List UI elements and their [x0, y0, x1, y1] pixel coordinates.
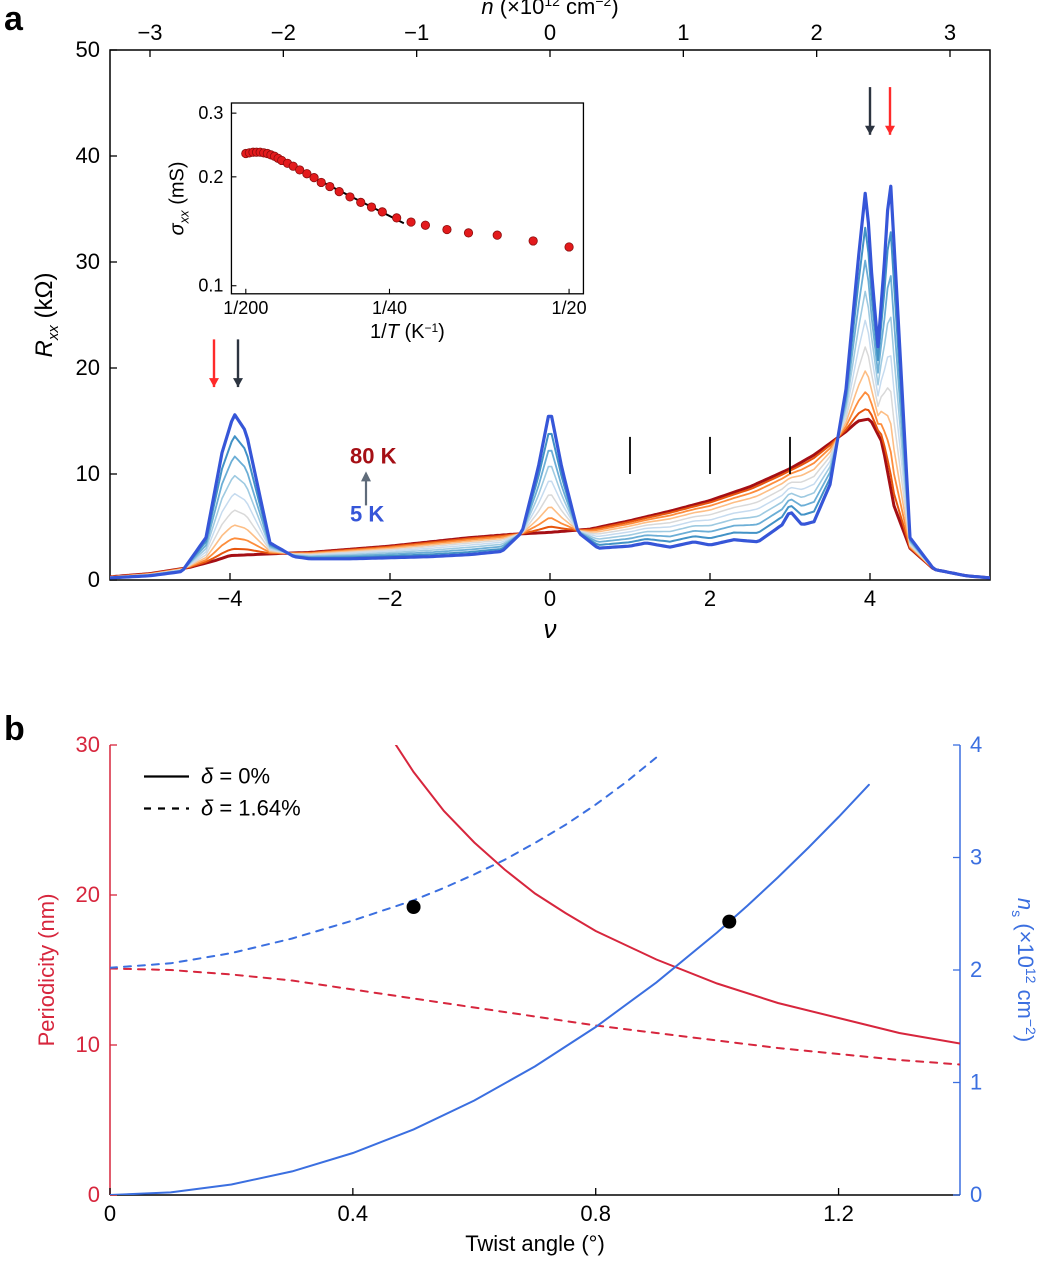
inset-ytick-label: 0.3: [198, 103, 223, 123]
arrow-right-red-head: [885, 126, 895, 135]
y-left-tick-label: 20: [76, 882, 100, 907]
x-top-tick-label: −1: [404, 20, 429, 45]
x-axis-label: Twist angle (°): [465, 1231, 605, 1256]
inset-point: [443, 225, 451, 233]
inset-xtick-label: 1/20: [552, 298, 587, 318]
inset-ytick-label: 0.1: [198, 276, 223, 296]
inset-point: [565, 243, 573, 251]
curve-blue_solid: [110, 785, 869, 1195]
inset-x-label: 1/T (K−1): [370, 321, 445, 343]
x-axis-label: ν: [544, 614, 557, 644]
inset-point: [464, 229, 472, 237]
x-tick-label: 0.8: [580, 1201, 611, 1226]
y-tick-label: 20: [76, 355, 100, 380]
y-tick-label: 10: [76, 461, 100, 486]
y-left-tick-label: 0: [88, 1182, 100, 1207]
arrow-left-red-head: [209, 378, 219, 387]
panel-b-label: b: [4, 710, 25, 749]
y-right-tick-label: 3: [970, 845, 982, 870]
inset-point: [407, 218, 415, 226]
inset-point: [378, 208, 386, 216]
inset-point: [529, 237, 537, 245]
y-right-tick-label: 2: [970, 957, 982, 982]
y-tick-label: 30: [76, 249, 100, 274]
legend-label: δ = 0%: [201, 764, 270, 789]
x-tick-label: 0: [544, 586, 556, 611]
y-right-tick-label: 4: [970, 732, 982, 757]
temp-label-hot: 80 K: [350, 443, 397, 468]
y-left-tick-label: 10: [76, 1032, 100, 1057]
marker-dot: [407, 900, 421, 914]
inset-point: [357, 198, 365, 206]
figure-svg: −4−2024ν−3−2−10123n (×1012 cm−2)01020304…: [0, 0, 1048, 1278]
x-top-axis-label: n (×1012 cm−2): [481, 0, 618, 19]
y-tick-label: 0: [88, 567, 100, 592]
y-right-tick-label: 0: [970, 1182, 982, 1207]
panel-a-label: a: [4, 0, 23, 39]
y-right-tick-label: 1: [970, 1070, 982, 1095]
x-tick-label: −4: [217, 586, 242, 611]
figure-root: a b −4−2024ν−3−2−10123n (×1012 cm−2)0102…: [0, 0, 1048, 1278]
inset-point: [317, 178, 325, 186]
arrow-left-dark-head: [233, 378, 243, 387]
rxx-curve: [110, 347, 990, 578]
inset-point: [326, 182, 334, 190]
x-tick-label: −2: [377, 586, 402, 611]
x-tick-label: 4: [864, 586, 876, 611]
y-tick-label: 50: [76, 37, 100, 62]
x-tick-label: 2: [704, 586, 716, 611]
inset-point: [310, 173, 318, 181]
x-tick-label: 0: [104, 1201, 116, 1226]
inset-xtick-label: 1/200: [223, 298, 268, 318]
inset-point: [346, 193, 354, 201]
inset-point: [367, 203, 375, 211]
x-top-tick-label: 2: [811, 20, 823, 45]
inset-axes: [231, 103, 583, 294]
inset-point: [392, 214, 400, 222]
arrow-right-dark-head: [865, 126, 875, 135]
x-top-tick-label: 0: [544, 20, 556, 45]
x-tick-label: 1.2: [823, 1201, 854, 1226]
inset-point: [335, 187, 343, 195]
y-tick-label: 40: [76, 143, 100, 168]
y-axis-label: Rxx (kΩ): [31, 273, 62, 358]
y-right-label: ns (×1012 cm−2): [1009, 898, 1039, 1042]
marker-dot: [722, 915, 736, 929]
temp-label-cold: 5 K: [350, 501, 384, 526]
x-top-tick-label: −3: [137, 20, 162, 45]
x-top-tick-label: −2: [271, 20, 296, 45]
inset-xtick-label: 1/40: [372, 298, 407, 318]
inset-y-label: σxx (mS): [166, 161, 191, 235]
y-left-label: Periodicity (nm): [34, 894, 59, 1047]
x-top-tick-label: 3: [944, 20, 956, 45]
curve-blue_dashed: [110, 757, 656, 967]
y-left-tick-label: 30: [76, 732, 100, 757]
inset-point: [493, 231, 501, 239]
temp-arrow-head: [361, 471, 371, 481]
inset-point: [421, 221, 429, 229]
inset-ytick-label: 0.2: [198, 167, 223, 187]
x-top-tick-label: 1: [677, 20, 689, 45]
legend-label: δ = 1.64%: [201, 796, 301, 821]
x-tick-label: 0.4: [338, 1201, 369, 1226]
